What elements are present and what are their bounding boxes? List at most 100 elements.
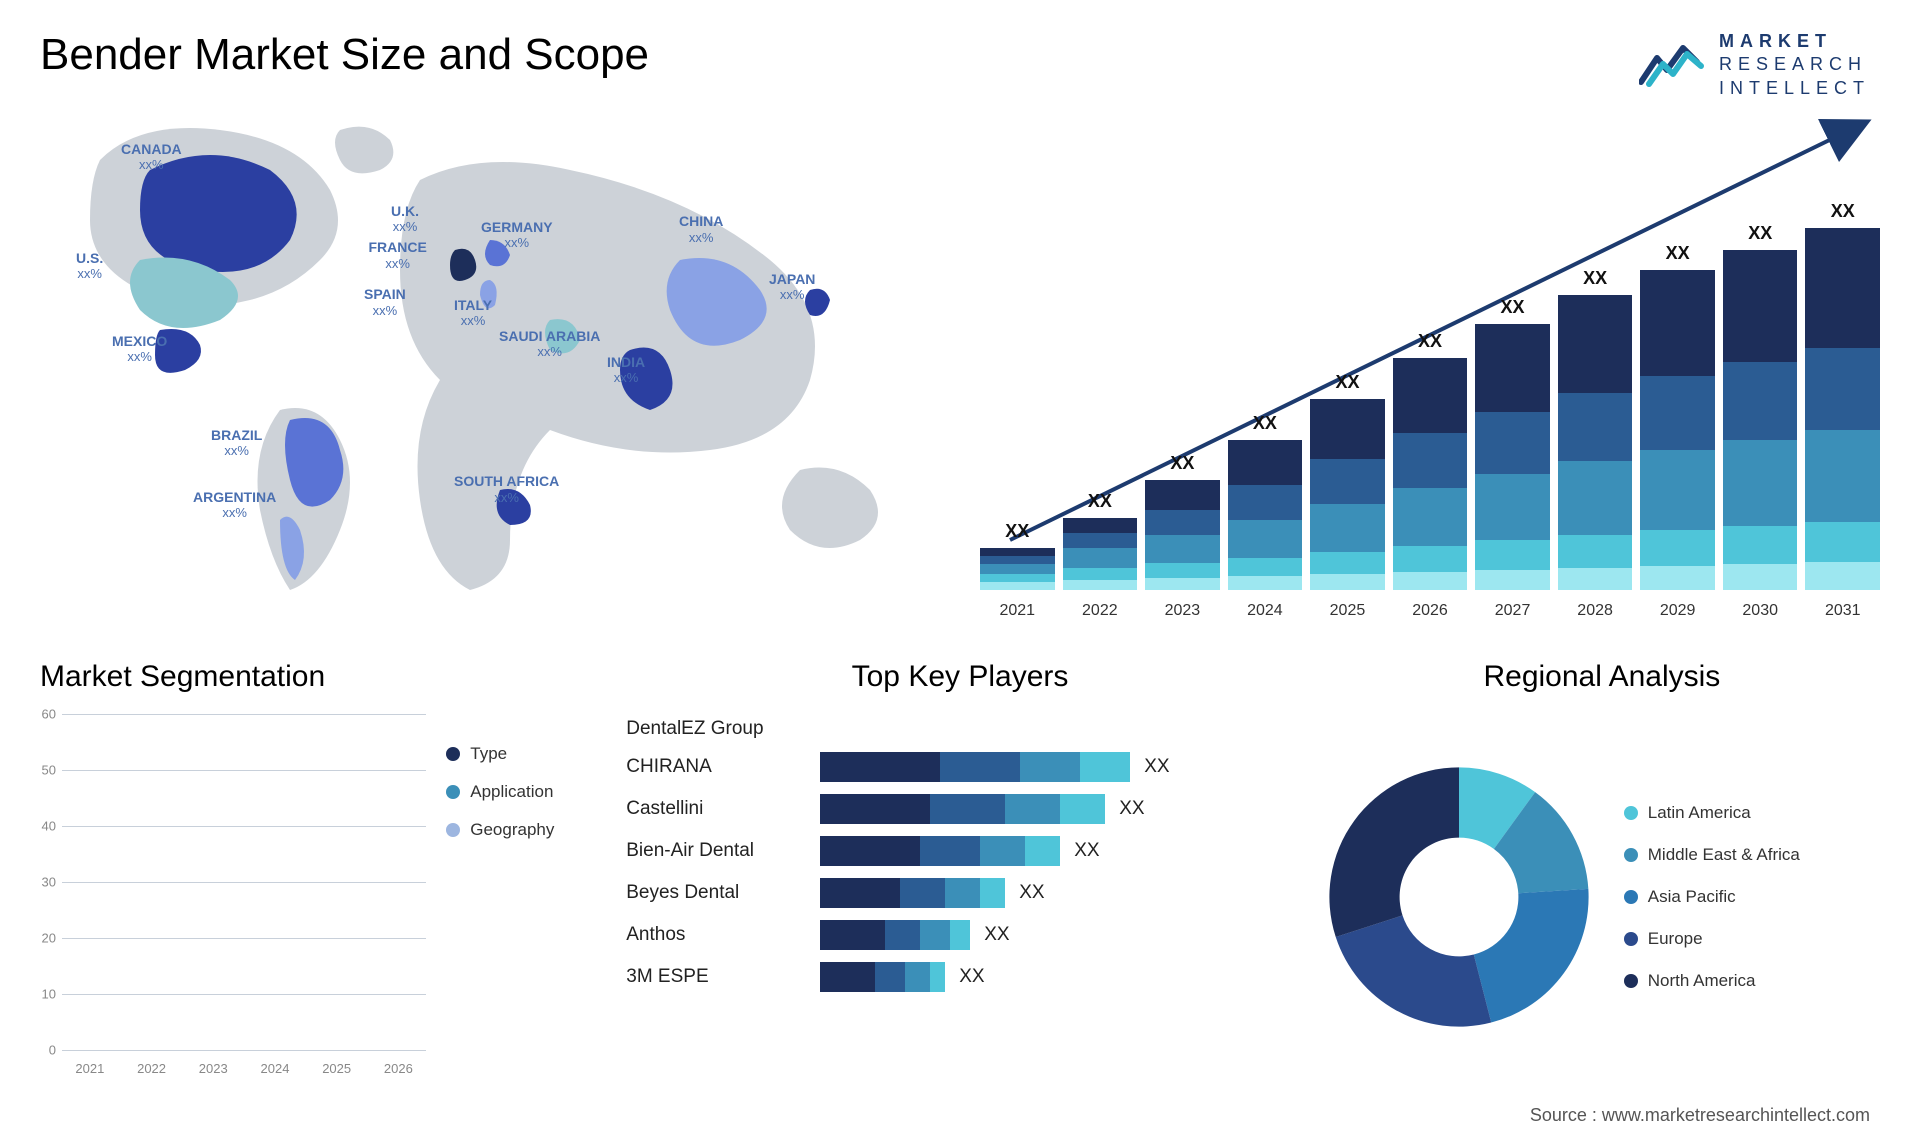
forecast-bar: XX xyxy=(1723,223,1798,590)
keyplayers-title: Top Key Players xyxy=(626,660,1294,694)
forecast-bar-label: XX xyxy=(1418,331,1442,352)
forecast-bar: XX xyxy=(980,521,1055,590)
forecast-bar: XX xyxy=(1475,297,1550,590)
legend-dot-icon xyxy=(1624,932,1638,946)
forecast-bar: XX xyxy=(1228,413,1303,590)
legend-dot-icon xyxy=(446,747,460,761)
forecast-bar-label: XX xyxy=(1666,243,1690,264)
map-label: FRANCExx% xyxy=(369,240,427,271)
player-value: XX xyxy=(959,966,984,988)
keyplayers-panel: Top Key Players DentalEZ GroupCHIRANAXXC… xyxy=(626,660,1294,1080)
legend-label: Europe xyxy=(1648,929,1703,949)
world-map-panel: CANADAxx%U.S.xx%MEXICOxx%BRAZILxx%ARGENT… xyxy=(40,100,940,620)
regional-legend: Latin America Middle East & Africa Asia Pa… xyxy=(1624,803,1800,991)
map-label: MEXICOxx% xyxy=(112,334,167,365)
forecast-bar-label: XX xyxy=(1253,413,1277,434)
legend-item: Asia Pacific xyxy=(1624,887,1800,907)
seg-ytick: 20 xyxy=(42,931,56,946)
player-row: Castellini XX xyxy=(626,794,1294,824)
player-bar xyxy=(820,794,1105,824)
player-bar xyxy=(820,836,1060,866)
legend-dot-icon xyxy=(1624,974,1638,988)
forecast-chart: XXXXXXXXXXXXXXXXXXXXXX 20212022202320242… xyxy=(980,100,1880,620)
player-value: XX xyxy=(1119,798,1144,820)
map-label: INDIAxx% xyxy=(607,355,645,386)
player-name: Castellini xyxy=(626,798,806,820)
segmentation-year: 2026 xyxy=(371,1061,427,1076)
forecast-bar: XX xyxy=(1310,372,1385,590)
legend-label: Geography xyxy=(470,820,554,840)
segmentation-year: 2022 xyxy=(124,1061,180,1076)
player-value: XX xyxy=(1074,840,1099,862)
regional-title: Regional Analysis xyxy=(1324,660,1880,694)
map-label: ARGENTINAxx% xyxy=(193,490,276,521)
legend-dot-icon xyxy=(446,823,460,837)
forecast-year-label: 2029 xyxy=(1640,602,1715,620)
player-bar xyxy=(820,920,970,950)
seg-ytick: 0 xyxy=(49,1043,56,1058)
legend-item: Application xyxy=(446,782,596,802)
forecast-year-label: 2023 xyxy=(1145,602,1220,620)
player-bar xyxy=(820,752,1130,782)
seg-ytick: 10 xyxy=(42,987,56,1002)
legend-label: Asia Pacific xyxy=(1648,887,1736,907)
player-row: Bien-Air Dental XX xyxy=(626,836,1294,866)
legend-dot-icon xyxy=(1624,848,1638,862)
legend-item: Latin America xyxy=(1624,803,1800,823)
map-label: GERMANYxx% xyxy=(481,220,553,251)
legend-item: Geography xyxy=(446,820,596,840)
player-bar xyxy=(820,878,1005,908)
player-name: CHIRANA xyxy=(626,756,806,778)
seg-ytick: 30 xyxy=(42,875,56,890)
forecast-year-label: 2028 xyxy=(1558,602,1633,620)
forecast-bar-label: XX xyxy=(1748,223,1772,244)
legend-label: Latin America xyxy=(1648,803,1751,823)
forecast-bar-label: XX xyxy=(1831,201,1855,222)
player-name: Beyes Dental xyxy=(626,882,806,904)
segmentation-year: 2025 xyxy=(309,1061,365,1076)
map-label: CANADAxx% xyxy=(121,142,182,173)
donut-slice xyxy=(1335,915,1490,1026)
forecast-bar-label: XX xyxy=(1335,372,1359,393)
legend-item: North America xyxy=(1624,971,1800,991)
legend-item: Europe xyxy=(1624,929,1800,949)
map-label: SOUTH AFRICAxx% xyxy=(454,474,559,505)
map-label: SAUDI ARABIAxx% xyxy=(499,329,600,360)
forecast-year-label: 2031 xyxy=(1805,602,1880,620)
regional-donut-chart xyxy=(1324,762,1594,1032)
forecast-bar-label: XX xyxy=(1583,268,1607,289)
legend-dot-icon xyxy=(1624,890,1638,904)
forecast-year-label: 2027 xyxy=(1475,602,1550,620)
logo-text: MARKET RESEARCH INTELLECT xyxy=(1719,30,1870,100)
legend-item: Middle East & Africa xyxy=(1624,845,1800,865)
donut-slice xyxy=(1474,889,1589,1023)
player-row: 3M ESPEXX xyxy=(626,962,1294,992)
forecast-year-label: 2024 xyxy=(1228,602,1303,620)
forecast-bar-label: XX xyxy=(1501,297,1525,318)
seg-ytick: 50 xyxy=(42,763,56,778)
forecast-bar: XX xyxy=(1063,491,1138,590)
page-title: Bender Market Size and Scope xyxy=(40,30,1880,80)
forecast-year-label: 2026 xyxy=(1393,602,1468,620)
regional-panel: Regional Analysis Latin America Middle Ea… xyxy=(1324,660,1880,1080)
player-name: Bien-Air Dental xyxy=(626,840,806,862)
source-text: Source : www.marketresearchintellect.com xyxy=(1530,1105,1870,1126)
map-label: JAPANxx% xyxy=(769,272,815,303)
seg-ytick: 60 xyxy=(42,707,56,722)
legend-label: Application xyxy=(470,782,553,802)
player-name: DentalEZ Group xyxy=(626,718,806,740)
player-value: XX xyxy=(1144,756,1169,778)
map-label: SPAINxx% xyxy=(364,287,406,318)
forecast-year-label: 2022 xyxy=(1063,602,1138,620)
player-value: XX xyxy=(984,924,1009,946)
donut-slice xyxy=(1329,767,1459,937)
segmentation-year: 2023 xyxy=(185,1061,241,1076)
segmentation-chart: 0102030405060 202120222023202420252026 xyxy=(40,714,426,1080)
player-value: XX xyxy=(1019,882,1044,904)
segmentation-panel: Market Segmentation 0102030405060 202120… xyxy=(40,660,596,1080)
map-label: U.K.xx% xyxy=(391,204,419,235)
forecast-bar: XX xyxy=(1640,243,1715,590)
world-map-icon xyxy=(40,100,940,620)
legend-dot-icon xyxy=(446,785,460,799)
map-label: U.S.xx% xyxy=(76,251,103,282)
